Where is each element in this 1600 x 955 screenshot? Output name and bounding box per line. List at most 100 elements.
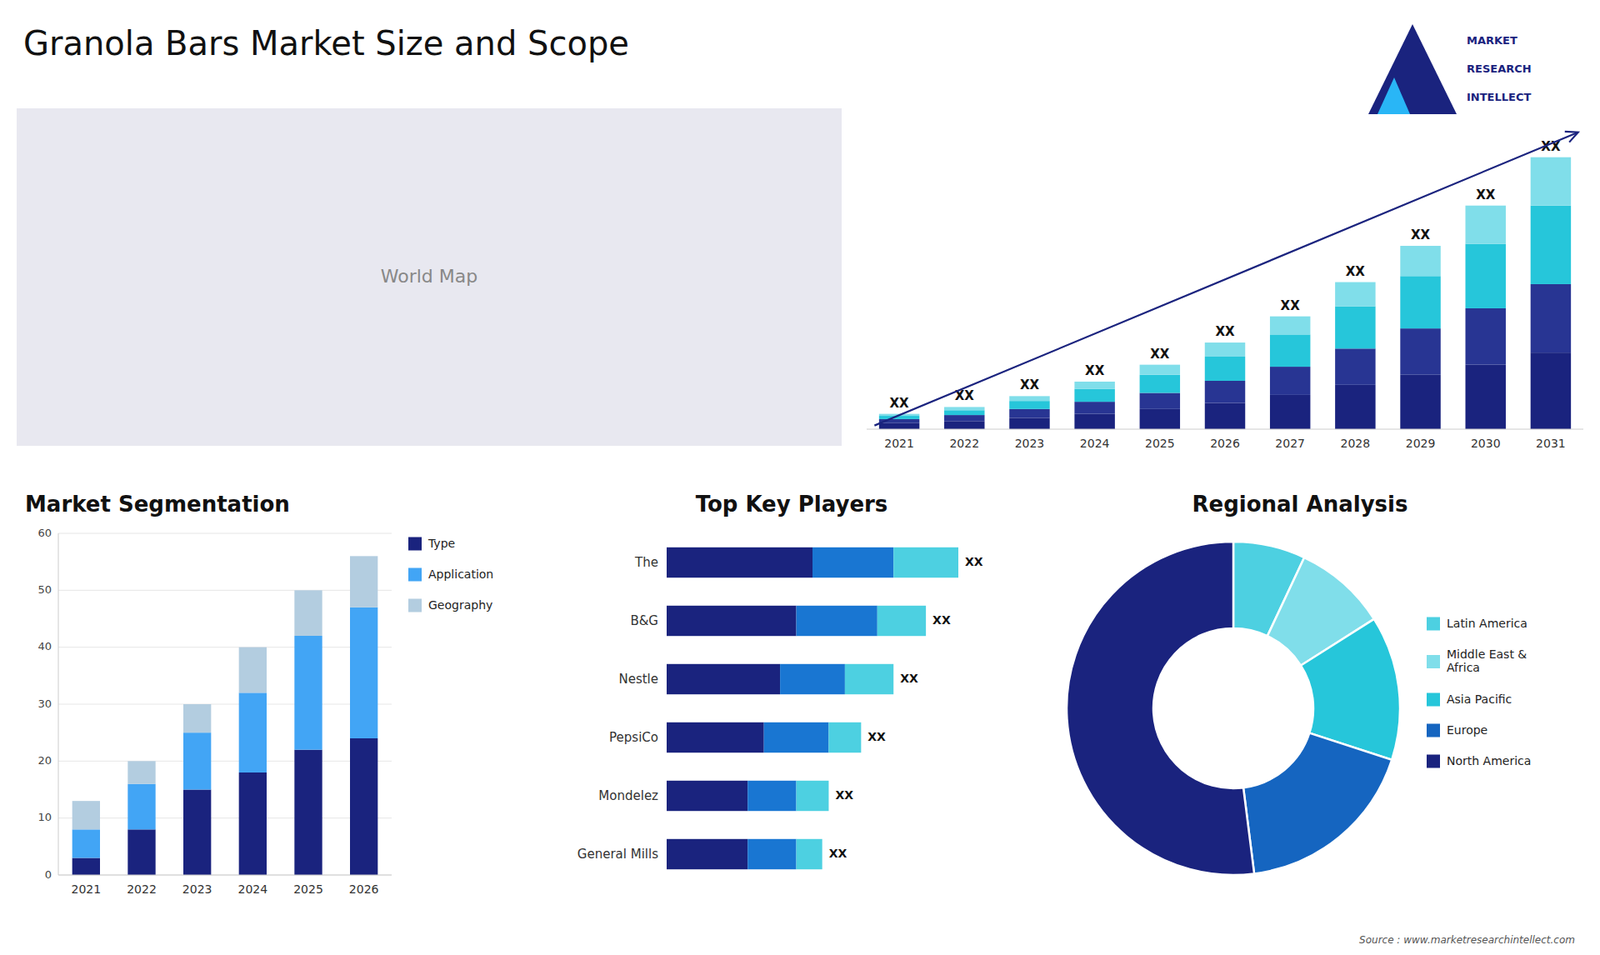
legend-label: Application xyxy=(428,567,494,581)
bar-segment xyxy=(1270,366,1310,395)
legend: TypeApplicationGeography xyxy=(408,536,494,613)
bar-segment xyxy=(1074,414,1115,430)
bar-label: XX xyxy=(1345,264,1366,280)
source-text: Source : www.marketresearchintellect.com xyxy=(1359,934,1575,946)
bar-segment xyxy=(1530,157,1571,206)
map-placeholder xyxy=(16,108,842,446)
bar-segment xyxy=(1270,316,1310,335)
bar-segment xyxy=(350,607,378,739)
pie-slice xyxy=(1066,541,1255,875)
y-tick-label: 30 xyxy=(37,697,52,710)
legend-label: Latin America xyxy=(1446,616,1528,630)
bar-segment xyxy=(239,647,267,694)
x-tick-label: 2023 xyxy=(1015,436,1045,450)
y-tick-label: Nestle xyxy=(618,671,659,687)
y-tick-label: General Mills xyxy=(577,846,659,862)
legend-label: Europe xyxy=(1446,723,1488,737)
bar-segment xyxy=(72,858,100,876)
x-tick-label: 2022 xyxy=(949,436,980,450)
grid-line xyxy=(58,590,392,591)
bar-segment xyxy=(1009,395,1050,401)
legend-swatch xyxy=(1426,617,1440,631)
legend-swatch xyxy=(408,537,422,551)
bar-segment xyxy=(1205,403,1245,430)
y-tick-label: The xyxy=(634,555,659,570)
bar-label: XX xyxy=(835,788,854,802)
legend-label: Asia Pacific xyxy=(1446,692,1512,706)
bar-label: XX xyxy=(1085,363,1105,379)
grid-line xyxy=(58,646,392,648)
x-tick-label: 2026 xyxy=(349,882,380,896)
bar-segment xyxy=(1270,395,1310,430)
bar-segment xyxy=(666,839,748,870)
bar-segment xyxy=(1530,205,1571,285)
bar-segment xyxy=(239,692,267,773)
bar-segment xyxy=(1400,245,1440,276)
y-tick-label: 40 xyxy=(37,640,52,653)
bar-segment xyxy=(893,547,959,578)
bar-segment xyxy=(1074,401,1115,415)
bar-segment xyxy=(1074,381,1115,390)
x-tick-label: 2028 xyxy=(1340,436,1371,450)
bar-segment xyxy=(183,790,211,876)
trend-arrow-head xyxy=(1565,131,1579,143)
bar-segment xyxy=(796,839,823,870)
bar-segment xyxy=(1400,275,1440,329)
y-tick-label: 10 xyxy=(37,810,52,824)
bar-label: XX xyxy=(1215,324,1235,340)
map-text: World Map xyxy=(380,265,478,287)
bar-label: XX xyxy=(1150,346,1170,362)
legend-swatch xyxy=(1426,693,1440,707)
bar-label: XX xyxy=(1280,298,1301,314)
bar-segment xyxy=(1400,375,1440,430)
bar-segment xyxy=(944,420,985,430)
grid-line xyxy=(58,533,392,535)
bar-label: XX xyxy=(1475,187,1496,203)
bar-segment xyxy=(666,605,797,636)
bar-chart: XXXXXXXXXXXXXXXXXXXXXX202120222023202420… xyxy=(866,131,1584,450)
pie-chart: Regional AnalysisLatin AmericaMiddle Eas… xyxy=(1066,491,1531,875)
x-tick-label: 2022 xyxy=(126,882,157,896)
bar-segment xyxy=(1335,306,1375,350)
bar-segment xyxy=(1270,334,1310,367)
bar-segment xyxy=(294,590,322,636)
bar-label: XX xyxy=(867,730,886,744)
logo-shape xyxy=(1368,24,1457,115)
text-line: Middle East & xyxy=(1446,647,1527,661)
bar-segment xyxy=(183,732,211,790)
bar-segment xyxy=(1465,205,1505,245)
bar-segment xyxy=(1465,365,1505,430)
legend-swatch xyxy=(1426,655,1440,669)
bar-segment xyxy=(796,780,830,811)
bar-segment xyxy=(72,829,100,858)
bar-segment xyxy=(1400,328,1440,375)
x-tick-label: 2024 xyxy=(238,882,269,896)
bar-segment xyxy=(1205,342,1245,357)
bar-label: XX xyxy=(900,671,919,685)
bar-segment xyxy=(350,555,378,608)
bar-segment xyxy=(1335,385,1375,430)
bar-segment xyxy=(796,605,878,636)
bar-segment xyxy=(294,635,322,750)
text-line: Africa xyxy=(1446,660,1480,675)
bar-chart: Market Segmentation010203040506020212022… xyxy=(25,491,494,896)
legend-swatch xyxy=(408,568,422,582)
x-tick-label: 2025 xyxy=(293,882,324,896)
bar-segment xyxy=(1140,392,1180,409)
y-tick-label: 60 xyxy=(37,526,52,540)
x-axis xyxy=(866,429,1584,430)
x-tick-label: 2030 xyxy=(1470,436,1501,450)
bar-segment xyxy=(666,547,813,578)
bar-segment xyxy=(1140,365,1180,375)
y-tick-label: 0 xyxy=(45,868,52,881)
bar-segment xyxy=(845,664,894,695)
x-tick-label: 2024 xyxy=(1080,436,1110,450)
y-tick-label: 20 xyxy=(37,754,52,767)
x-tick-label: 2025 xyxy=(1145,436,1175,450)
legend-label: Type xyxy=(427,536,455,550)
bar-segment xyxy=(764,722,830,753)
bar-segment xyxy=(877,605,926,636)
bar-label: XX xyxy=(890,395,910,411)
bar-segment xyxy=(1009,417,1050,430)
x-tick-label: 2031 xyxy=(1535,436,1566,450)
